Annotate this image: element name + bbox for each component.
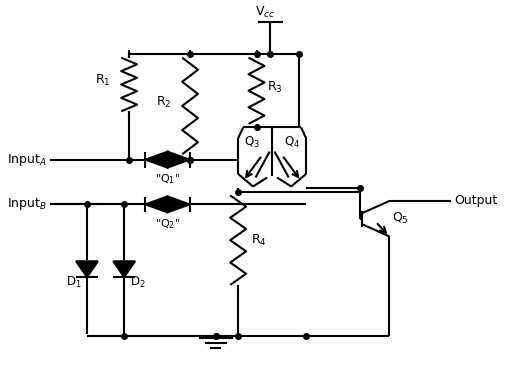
Text: "Q$_1$": "Q$_1$" (155, 172, 180, 186)
Polygon shape (168, 152, 190, 168)
Polygon shape (145, 152, 167, 168)
Polygon shape (76, 261, 98, 277)
Text: Q$_4$: Q$_4$ (284, 135, 300, 150)
Text: R$_2$: R$_2$ (156, 95, 171, 110)
Polygon shape (113, 261, 135, 277)
Polygon shape (145, 196, 167, 212)
Text: D$_2$: D$_2$ (130, 275, 146, 290)
Text: Output: Output (454, 195, 497, 208)
Text: Input$_A$: Input$_A$ (7, 152, 47, 168)
Text: Input$_B$: Input$_B$ (7, 196, 47, 212)
Text: Q$_5$: Q$_5$ (392, 211, 408, 226)
Text: R$_4$: R$_4$ (251, 233, 266, 248)
Text: V$_{cc}$: V$_{cc}$ (255, 5, 276, 20)
Text: "Q$_2$": "Q$_2$" (155, 217, 180, 231)
Text: R$_1$: R$_1$ (95, 73, 110, 88)
Text: Q$_3$: Q$_3$ (244, 135, 260, 150)
Polygon shape (168, 196, 190, 212)
Text: R$_3$: R$_3$ (267, 80, 283, 95)
Text: D$_1$: D$_1$ (66, 275, 82, 290)
